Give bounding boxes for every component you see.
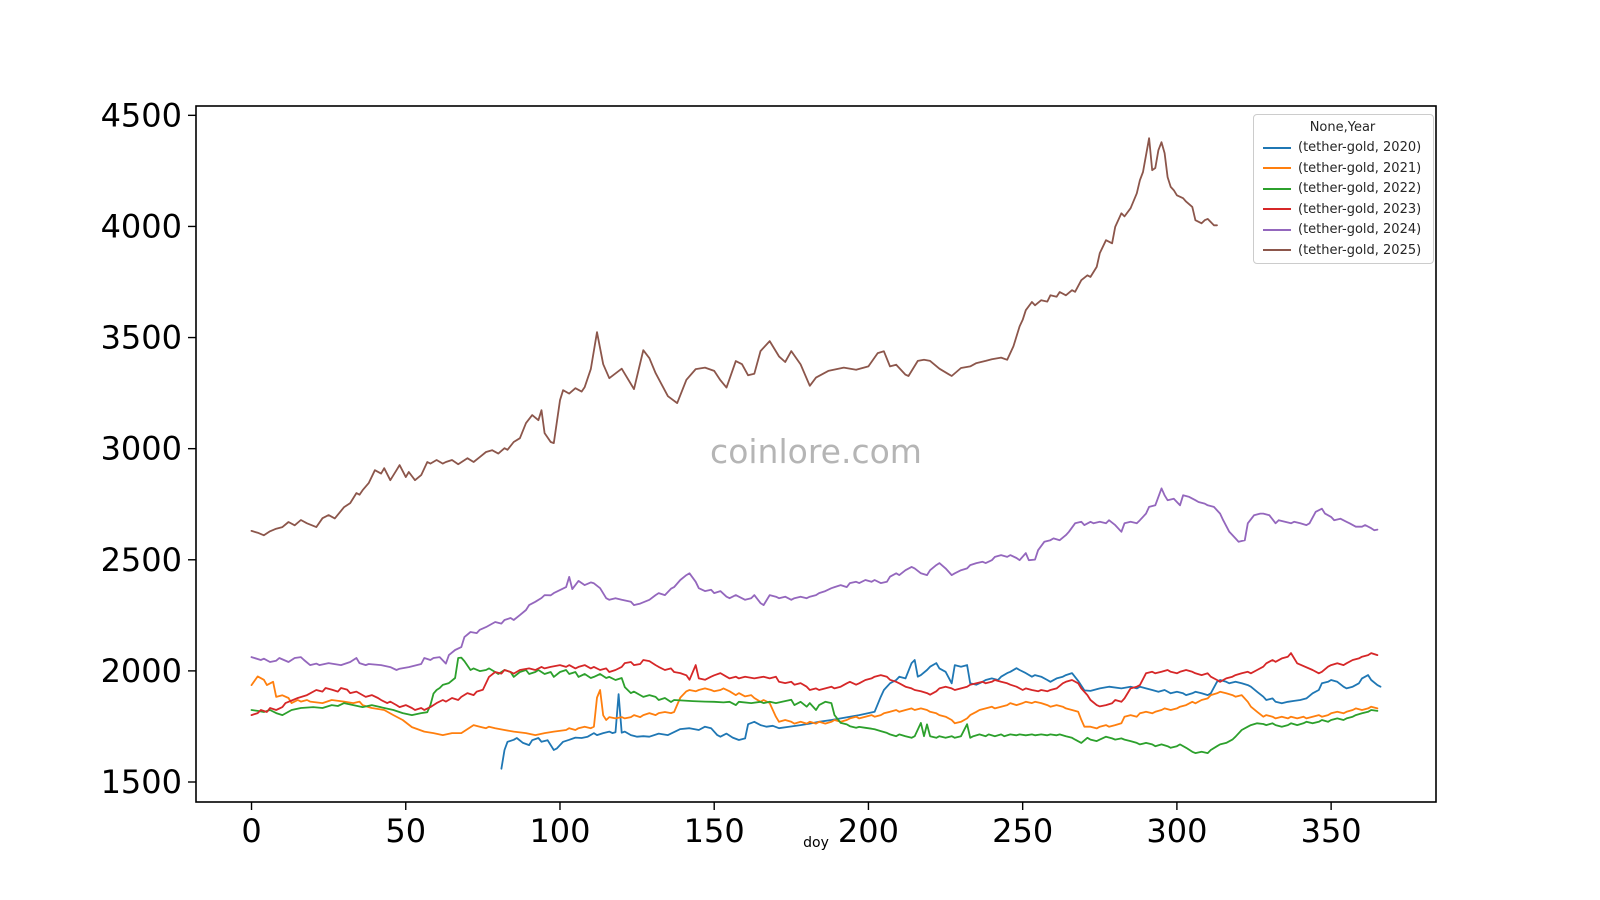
legend-row: (tether-gold, 2021): [1258, 158, 1427, 179]
y-tick-label: 3500: [101, 319, 182, 357]
x-tick-label: 250: [992, 812, 1053, 850]
x-tick-label: 300: [1146, 812, 1207, 850]
x-tick-label: 100: [529, 812, 590, 850]
y-tick-label: 2500: [101, 541, 182, 579]
y-tick-label: 1500: [101, 763, 182, 801]
x-tick-label: 200: [838, 812, 899, 850]
series-line-2020: [500, 659, 1382, 770]
legend-row: (tether-gold, 2023): [1258, 199, 1427, 220]
watermark: coinlore.com: [710, 432, 922, 471]
y-axis-ticks: 1500 2000 2500 3000 3500 4000 4500: [101, 96, 196, 801]
x-tick-label: 50: [385, 812, 426, 850]
legend-rows: (tether-gold, 2020) (tether-gold, 2021) (t…: [1258, 138, 1427, 261]
y-tick-label: 4500: [101, 96, 182, 134]
series-group: [250, 137, 1382, 770]
legend-line-swatch: [1263, 146, 1291, 149]
series-line-2021: [250, 675, 1379, 736]
x-tick-label: 0: [241, 812, 261, 850]
series-line-2023: [250, 652, 1379, 716]
legend-label: (tether-gold, 2020): [1298, 140, 1422, 156]
legend-label: (tether-gold, 2024): [1298, 222, 1422, 238]
legend: None,Year (tether-gold, 2020) (tether-gol…: [1253, 114, 1434, 264]
plot-border: [195, 105, 1437, 803]
legend-label: (tether-gold, 2023): [1298, 201, 1422, 217]
series-line-2025: [250, 137, 1218, 537]
legend-row: (tether-gold, 2020): [1258, 138, 1427, 159]
y-tick-label: 3000: [101, 430, 182, 468]
legend-line-swatch: [1263, 208, 1291, 211]
legend-line-swatch: [1263, 228, 1291, 231]
y-tick-label: 2000: [101, 652, 182, 690]
series-line-2022: [250, 656, 1379, 754]
legend-label: (tether-gold, 2022): [1298, 181, 1422, 197]
legend-label: (tether-gold, 2025): [1298, 242, 1422, 258]
legend-row: (tether-gold, 2022): [1258, 179, 1427, 200]
series-line-2024: [250, 487, 1379, 671]
x-axis-ticks: 0 50 100 150 200 250 300 350: [241, 802, 1362, 850]
legend-line-swatch: [1263, 187, 1291, 190]
legend-line-swatch: [1263, 167, 1291, 170]
legend-row: (tether-gold, 2025): [1258, 240, 1427, 261]
legend-label: (tether-gold, 2021): [1298, 160, 1422, 176]
x-tick-label: 150: [684, 812, 745, 850]
legend-title: None,Year: [1309, 119, 1376, 135]
x-axis-label: doy: [803, 835, 829, 851]
y-tick-label: 4000: [101, 207, 182, 245]
legend-line-swatch: [1263, 249, 1291, 252]
x-tick-label: 350: [1301, 812, 1362, 850]
legend-row: (tether-gold, 2024): [1258, 220, 1427, 241]
